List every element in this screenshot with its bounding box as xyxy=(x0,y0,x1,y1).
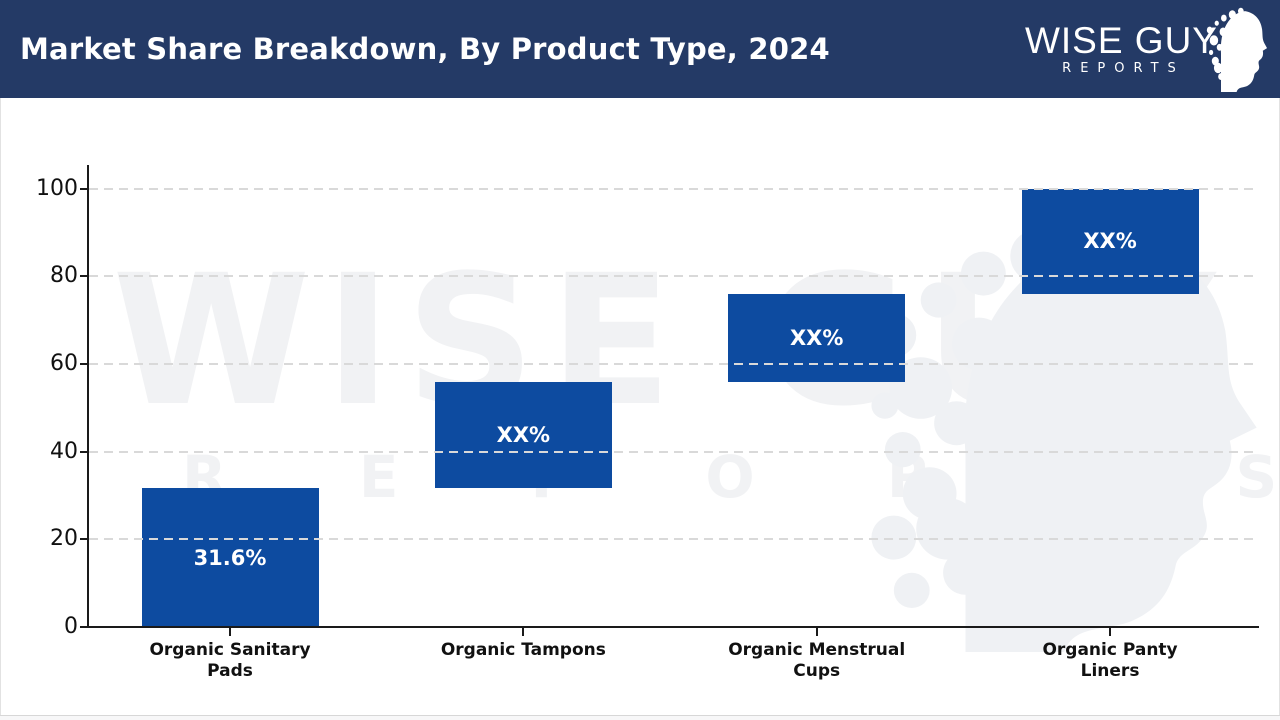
gridline-100 xyxy=(89,187,1259,190)
y-tick-label-20: 20 xyxy=(50,526,78,552)
y-tick-label-60: 60 xyxy=(50,350,78,376)
x-category-label-4: Organic Panty Liners xyxy=(1042,640,1178,681)
x-tick-4 xyxy=(1109,628,1112,636)
bar-3 xyxy=(728,294,906,383)
x-tick-1 xyxy=(229,628,231,636)
bottom-border-line xyxy=(0,715,1280,716)
x-category-label-2: Organic Tampons xyxy=(440,640,606,660)
bar-1 xyxy=(141,488,319,627)
bar-value-label-4: XX% xyxy=(1083,229,1137,254)
x-category-label-3: Organic Menstrual Cups xyxy=(728,640,906,681)
y-tick-60 xyxy=(80,362,88,365)
x-tick-3 xyxy=(815,628,818,636)
bar-value-label-3: XX% xyxy=(789,326,844,351)
header-bar: Market Share Breakdown, By Product Type,… xyxy=(0,0,1280,98)
y-tick-0 xyxy=(80,626,88,628)
y-tick-80 xyxy=(80,275,88,278)
y-tick-40 xyxy=(80,450,88,453)
gridline-40 xyxy=(89,450,1259,453)
x-tick-2 xyxy=(522,628,525,636)
y-tick-100 xyxy=(80,187,88,190)
logo-wordmark: WISE GUY xyxy=(1024,19,1218,61)
bar-2 xyxy=(434,382,612,489)
y-axis-spine xyxy=(87,165,89,627)
logo-subtitle: REPORTS xyxy=(1062,61,1185,77)
gridline-20 xyxy=(89,538,1259,541)
bar-value-label-2: XX% xyxy=(496,423,551,448)
y-tick-label-0: 0 xyxy=(64,614,78,639)
logo-text: WISE GUY REPORTS xyxy=(1024,19,1218,77)
logo-head-icon xyxy=(1206,7,1268,92)
y-tick-label-100: 100 xyxy=(36,175,78,201)
y-tick-label-40: 40 xyxy=(50,438,78,464)
wise-guy-reports-logo: WISE GUY REPORTS xyxy=(1025,5,1272,93)
bottom-margin-strip xyxy=(0,716,1280,720)
bar-value-label-1: 31.6% xyxy=(193,545,267,570)
gridline-80 xyxy=(89,275,1259,278)
x-axis-spine xyxy=(87,626,1259,628)
gridline-60 xyxy=(89,362,1259,365)
x-category-label-1: Organic Sanitary Pads xyxy=(149,640,311,681)
y-tick-20 xyxy=(80,538,88,541)
y-tick-label-80: 80 xyxy=(50,263,78,289)
page-title: Market Share Breakdown, By Product Type,… xyxy=(20,32,830,66)
